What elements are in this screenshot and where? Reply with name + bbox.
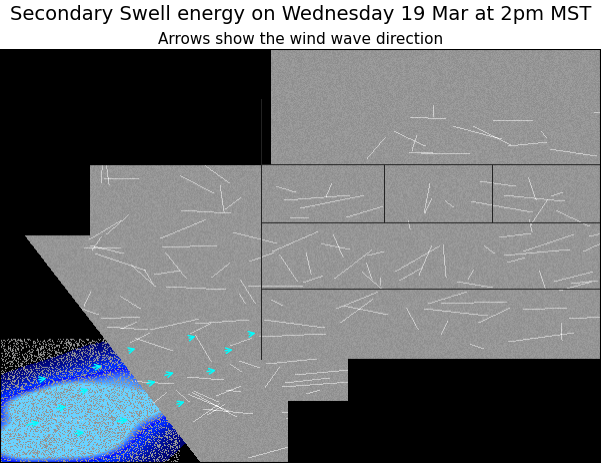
Text: Arrows show the wind wave direction: Arrows show the wind wave direction (158, 31, 443, 46)
Text: Secondary Swell energy on Wednesday 19 Mar at 2pm MST: Secondary Swell energy on Wednesday 19 M… (10, 5, 591, 24)
